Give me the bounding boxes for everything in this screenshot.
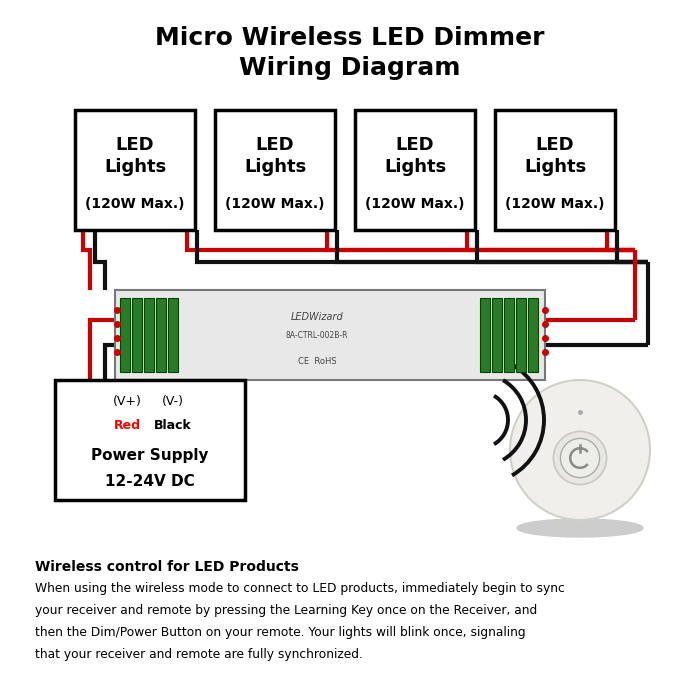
Bar — [120, 298, 130, 372]
Bar — [55, 380, 245, 500]
Bar — [168, 298, 178, 372]
Text: Power Supply: Power Supply — [91, 448, 209, 463]
Text: LEDWizard: LEDWizard — [290, 312, 344, 322]
Text: LED
Lights: LED Lights — [384, 136, 446, 176]
Bar — [504, 298, 514, 372]
Text: (V-): (V-) — [162, 395, 184, 408]
Bar — [156, 298, 166, 372]
Bar — [132, 298, 142, 372]
Text: Wireless control for LED Products: Wireless control for LED Products — [35, 560, 299, 574]
Bar — [528, 298, 538, 372]
Text: (120W Max.): (120W Max.) — [505, 197, 605, 211]
Text: LED
Lights: LED Lights — [524, 136, 586, 176]
Ellipse shape — [517, 519, 643, 537]
Bar — [516, 298, 526, 372]
Text: then the Dim/Power Button on your remote. Your lights will blink once, signaling: then the Dim/Power Button on your remote… — [35, 626, 526, 639]
Bar — [495, 110, 615, 230]
Text: Micro Wireless LED Dimmer: Micro Wireless LED Dimmer — [155, 26, 545, 50]
Text: (120W Max.): (120W Max.) — [365, 197, 465, 211]
Text: your receiver and remote by pressing the Learning Key once on the Receiver, and: your receiver and remote by pressing the… — [35, 604, 538, 617]
Text: When using the wireless mode to connect to LED products, immediately begin to sy: When using the wireless mode to connect … — [35, 582, 565, 595]
Circle shape — [554, 431, 607, 484]
Text: Red: Red — [113, 419, 141, 432]
Bar — [144, 298, 154, 372]
Text: (V+): (V+) — [113, 395, 141, 408]
Bar — [355, 110, 475, 230]
Text: 12-24V DC: 12-24V DC — [105, 475, 195, 489]
Text: 8A-CTRL-002B-R: 8A-CTRL-002B-R — [286, 330, 349, 340]
Circle shape — [510, 380, 650, 520]
Bar — [492, 298, 502, 372]
Text: Black: Black — [154, 419, 192, 432]
Text: LED
Lights: LED Lights — [244, 136, 306, 176]
Text: LED
Lights: LED Lights — [104, 136, 166, 176]
Bar — [215, 110, 335, 230]
Text: (120W Max.): (120W Max.) — [85, 197, 185, 211]
Text: (120W Max.): (120W Max.) — [225, 197, 325, 211]
Text: CE  RoHS: CE RoHS — [298, 358, 337, 367]
Bar — [75, 110, 195, 230]
Circle shape — [561, 438, 600, 477]
Text: that your receiver and remote are fully synchronized.: that your receiver and remote are fully … — [35, 648, 363, 661]
Bar — [480, 298, 490, 372]
Bar — [115, 290, 545, 380]
Text: Wiring Diagram: Wiring Diagram — [239, 56, 461, 80]
